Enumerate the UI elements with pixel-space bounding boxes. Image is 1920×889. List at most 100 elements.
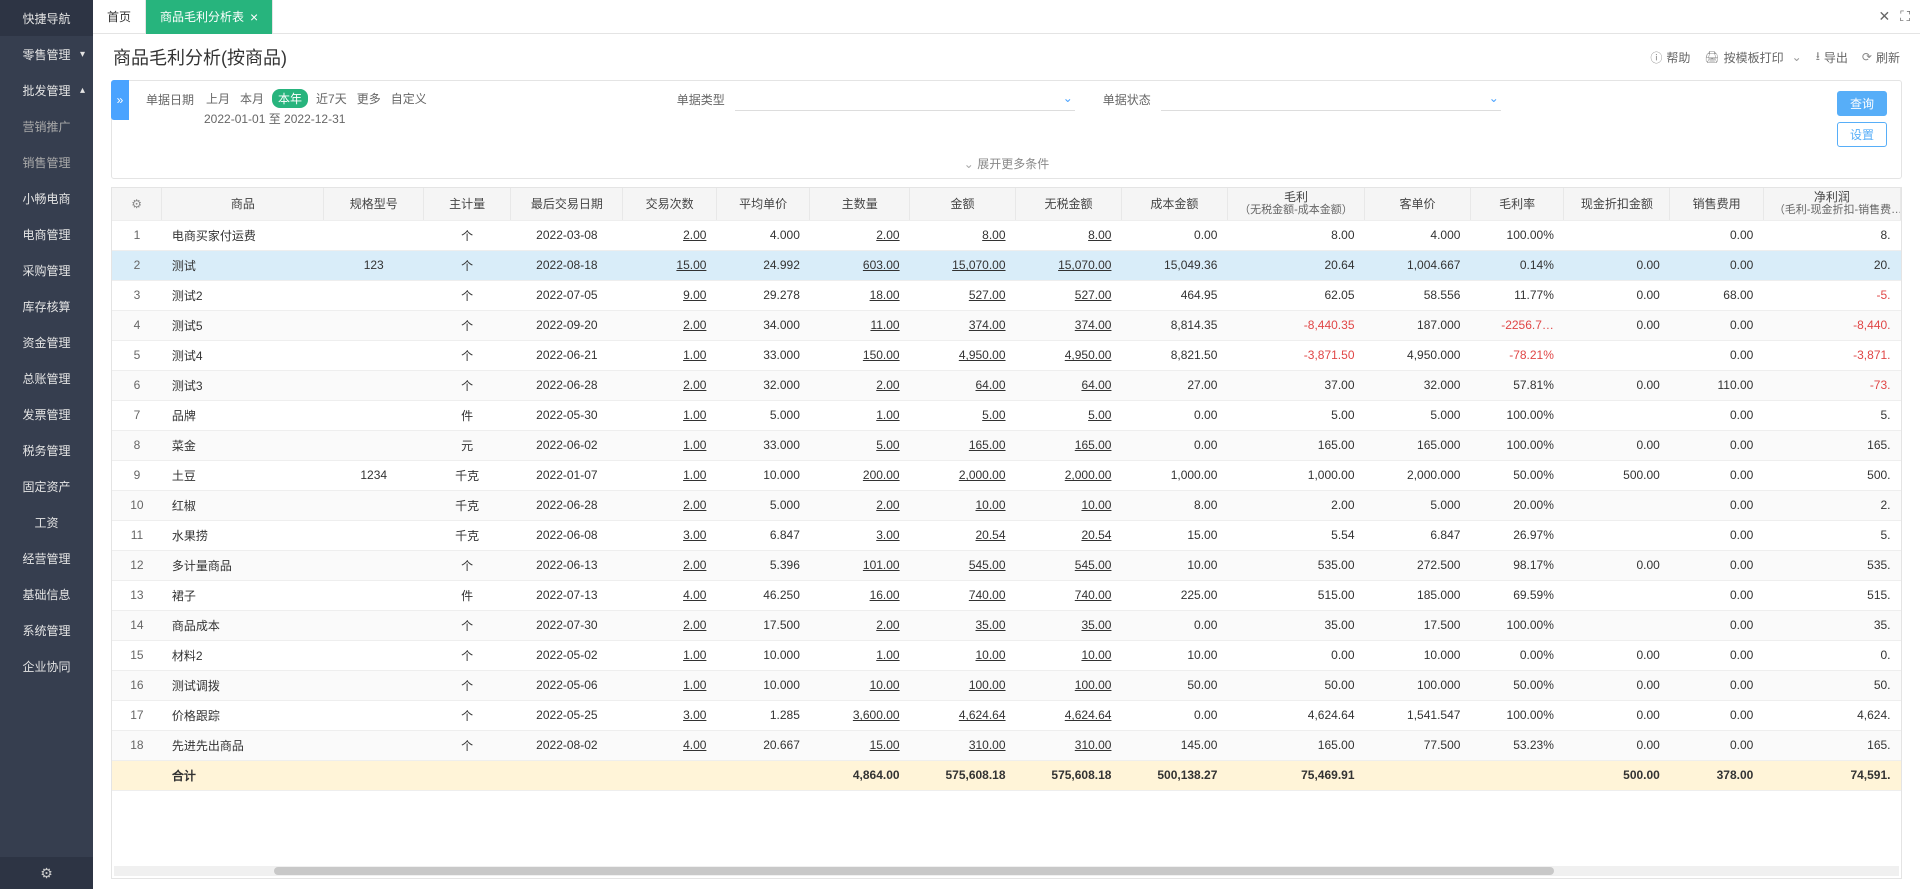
column-header[interactable]: 最后交易日期	[511, 188, 623, 220]
cell-link[interactable]: 2,000.00	[1065, 468, 1112, 482]
cell-link[interactable]: 1.00	[683, 678, 706, 692]
cell-link[interactable]: 2.00	[683, 558, 706, 572]
sidebar-item[interactable]: 采购管理	[0, 252, 93, 288]
sidebar-item[interactable]: 零售管理▾	[0, 36, 93, 72]
sidebar-item[interactable]: 基础信息	[0, 576, 93, 612]
cell-link[interactable]: 603.00	[863, 258, 900, 272]
sidebar-item[interactable]: 企业协同	[0, 648, 93, 684]
cell-link[interactable]: 10.00	[976, 648, 1006, 662]
sidebar-item[interactable]: 销售管理	[0, 144, 93, 180]
table-row[interactable]: 2测试123个2022-08-1815.0024.992603.0015,070…	[112, 250, 1901, 280]
column-header[interactable]: 交易次数	[623, 188, 716, 220]
cell-link[interactable]: 374.00	[969, 318, 1006, 332]
table-row[interactable]: 15材料2个2022-05-021.0010.0001.0010.0010.00…	[112, 640, 1901, 670]
column-header[interactable]: 现金折扣金额	[1564, 188, 1670, 220]
column-header[interactable]: 无税金额	[1016, 188, 1122, 220]
cell-link[interactable]: 5.00	[982, 408, 1005, 422]
column-settings-icon[interactable]: ⚙	[112, 188, 162, 220]
cell-link[interactable]: 16.00	[870, 588, 900, 602]
cell-link[interactable]: 545.00	[1075, 558, 1112, 572]
column-header[interactable]: 商品	[162, 188, 324, 220]
close-tab-icon[interactable]: ×	[250, 9, 258, 25]
cell-link[interactable]: 740.00	[969, 588, 1006, 602]
cell-link[interactable]: 35.00	[976, 618, 1006, 632]
column-header[interactable]: 成本金额	[1121, 188, 1227, 220]
sidebar-item[interactable]: 工资	[0, 504, 93, 540]
date-chip[interactable]: 上月	[204, 90, 232, 107]
sidebar-item[interactable]: 总账管理	[0, 360, 93, 396]
sidebar-item[interactable]: 经营管理	[0, 540, 93, 576]
sidebar-item[interactable]: 批发管理▴	[0, 72, 93, 108]
sidebar-item[interactable]: 快捷导航	[0, 0, 93, 36]
table-row[interactable]: 4测试5个2022-09-202.0034.00011.00374.00374.…	[112, 310, 1901, 340]
date-chip[interactable]: 本年	[272, 89, 308, 108]
gear-icon[interactable]: ⚙	[40, 865, 53, 882]
cell-link[interactable]: 200.00	[863, 468, 900, 482]
table-row[interactable]: 16测试调拨个2022-05-061.0010.00010.00100.0010…	[112, 670, 1901, 700]
date-chip[interactable]: 更多	[355, 90, 383, 107]
cell-link[interactable]: 11.00	[870, 318, 899, 332]
cell-link[interactable]: 10.00	[870, 678, 900, 692]
cell-link[interactable]: 2.00	[876, 228, 899, 242]
cell-link[interactable]: 8.00	[1088, 228, 1111, 242]
cell-link[interactable]: 101.00	[863, 558, 900, 572]
cell-link[interactable]: 100.00	[969, 678, 1006, 692]
table-row[interactable]: 8菜金元2022-06-021.0033.0005.00165.00165.00…	[112, 430, 1901, 460]
date-chip[interactable]: 本月	[238, 90, 266, 107]
cell-link[interactable]: 1.00	[683, 408, 706, 422]
sidebar-item[interactable]: 资金管理	[0, 324, 93, 360]
sidebar-item[interactable]: 小畅电商	[0, 180, 93, 216]
date-chip[interactable]: 近7天	[314, 90, 349, 107]
column-header[interactable]: 净利润（毛利-现金折扣-销售费…	[1763, 188, 1900, 220]
table-row[interactable]: 3测试2个2022-07-059.0029.27818.00527.00527.…	[112, 280, 1901, 310]
cell-link[interactable]: 2.00	[683, 618, 706, 632]
cell-link[interactable]: 100.00	[1075, 678, 1112, 692]
cell-link[interactable]: 150.00	[863, 348, 900, 362]
tab[interactable]: 商品毛利分析表×	[146, 0, 273, 34]
column-header[interactable]: 毛利（无税金额-成本金额）	[1227, 188, 1364, 220]
column-header[interactable]: 规格型号	[324, 188, 424, 220]
cell-link[interactable]: 4.00	[683, 588, 706, 602]
settings-button[interactable]: 设置	[1837, 122, 1887, 147]
column-header[interactable]: 毛利率	[1470, 188, 1563, 220]
cell-link[interactable]: 2,000.00	[959, 468, 1006, 482]
table-row[interactable]: 5测试4个2022-06-211.0033.000150.004,950.004…	[112, 340, 1901, 370]
cell-link[interactable]: 10.00	[1081, 648, 1111, 662]
table-row[interactable]: 10红椒千克2022-06-282.005.0002.0010.0010.008…	[112, 490, 1901, 520]
date-chip[interactable]: 自定义	[389, 90, 429, 107]
cell-link[interactable]: 3.00	[683, 708, 706, 722]
cell-link[interactable]: 10.00	[1081, 498, 1111, 512]
cell-link[interactable]: 2.00	[683, 498, 706, 512]
sidebar-item[interactable]: 电商管理	[0, 216, 93, 252]
cell-link[interactable]: 4,624.64	[959, 708, 1006, 722]
table-row[interactable]: 18先进先出商品个2022-08-024.0020.66715.00310.00…	[112, 730, 1901, 760]
cell-link[interactable]: 2.00	[876, 378, 899, 392]
cell-link[interactable]: 15.00	[870, 738, 900, 752]
print-template-button[interactable]: 🖨按模板打印⌄	[1704, 49, 1801, 66]
cell-link[interactable]: 15,070.00	[952, 258, 1005, 272]
cell-link[interactable]: 10.00	[976, 498, 1006, 512]
help-link[interactable]: ⓘ帮助	[1650, 49, 1690, 66]
cell-link[interactable]: 2.00	[683, 378, 706, 392]
table-row[interactable]: 7品牌件2022-05-301.005.0001.005.005.000.005…	[112, 400, 1901, 430]
expand-filter-button[interactable]: ⌄ 展开更多条件	[112, 151, 1901, 178]
cell-link[interactable]: 5.00	[1088, 408, 1111, 422]
cell-link[interactable]: 1.00	[876, 408, 899, 422]
tab[interactable]: 首页	[93, 0, 146, 34]
sidebar-item[interactable]: 发票管理	[0, 396, 93, 432]
chevron-down-icon[interactable]: ⌄	[1489, 91, 1499, 105]
cell-link[interactable]: 4.00	[683, 738, 706, 752]
column-header[interactable]: 主数量	[810, 188, 910, 220]
sidebar-item[interactable]: 库存核算	[0, 288, 93, 324]
cell-link[interactable]: 3.00	[683, 528, 706, 542]
table-row[interactable]: 14商品成本个2022-07-302.0017.5002.0035.0035.0…	[112, 610, 1901, 640]
cell-link[interactable]: 20.54	[976, 528, 1006, 542]
sidebar-item[interactable]: 税务管理	[0, 432, 93, 468]
cell-link[interactable]: 64.00	[1081, 378, 1111, 392]
table-row[interactable]: 17价格跟踪个2022-05-253.001.2853,600.004,624.…	[112, 700, 1901, 730]
cell-link[interactable]: 3.00	[876, 528, 899, 542]
cell-link[interactable]: 2.00	[876, 498, 899, 512]
cell-link[interactable]: 1.00	[683, 438, 706, 452]
cell-link[interactable]: 1.00	[683, 468, 706, 482]
scroll-thumb[interactable]	[274, 867, 1554, 875]
